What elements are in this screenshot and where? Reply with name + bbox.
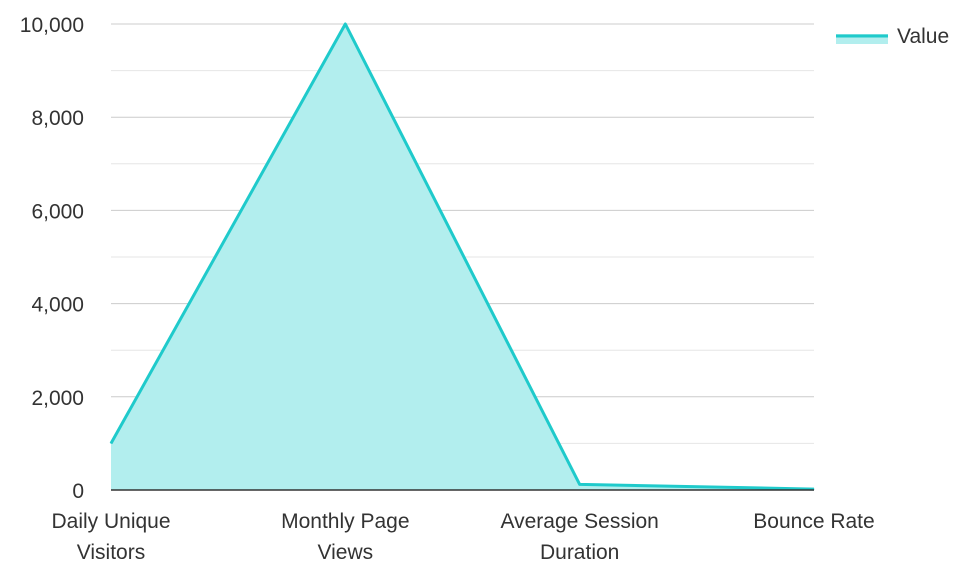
x-tick-label: Monthly Page Views xyxy=(281,510,409,562)
y-tick-label: 6,000 xyxy=(31,200,84,223)
y-tick-label: 4,000 xyxy=(31,294,84,317)
x-tick-label-line: Bounce Rate xyxy=(753,510,874,533)
data-point-1 xyxy=(344,23,346,25)
y-tick-label: 10,000 xyxy=(20,14,84,37)
data-point-0 xyxy=(110,442,112,444)
x-tick-label-line: Duration xyxy=(540,541,619,562)
x-tick-label-line: Visitors xyxy=(77,541,145,562)
x-tick-label-line: Average Session xyxy=(500,510,658,533)
y-tick-label: 2,000 xyxy=(31,387,84,410)
tick-labels: 0 2,000 4,000 6,000 8,000 10,000 Daily Unique V… xyxy=(20,14,875,564)
x-tick-label: Average Session Duration xyxy=(500,510,658,562)
legend-swatch-fill xyxy=(836,34,888,44)
x-tick-label-line: Views xyxy=(318,541,374,562)
data-point-2 xyxy=(579,483,581,485)
x-tick-label: Bounce Rate xyxy=(753,510,874,533)
series-area xyxy=(109,22,815,491)
x-tick-label-line: Daily Unique xyxy=(51,510,170,533)
legend-label[interactable]: Value xyxy=(897,25,949,48)
x-tick-label: Daily Unique Visitors xyxy=(51,510,170,562)
y-tick-label: 0 xyxy=(72,480,84,503)
y-tick-label: 8,000 xyxy=(31,107,84,130)
x-tick-label-line: Monthly Page xyxy=(281,510,409,533)
series-line xyxy=(109,22,815,491)
legend[interactable]: Value xyxy=(836,25,949,48)
